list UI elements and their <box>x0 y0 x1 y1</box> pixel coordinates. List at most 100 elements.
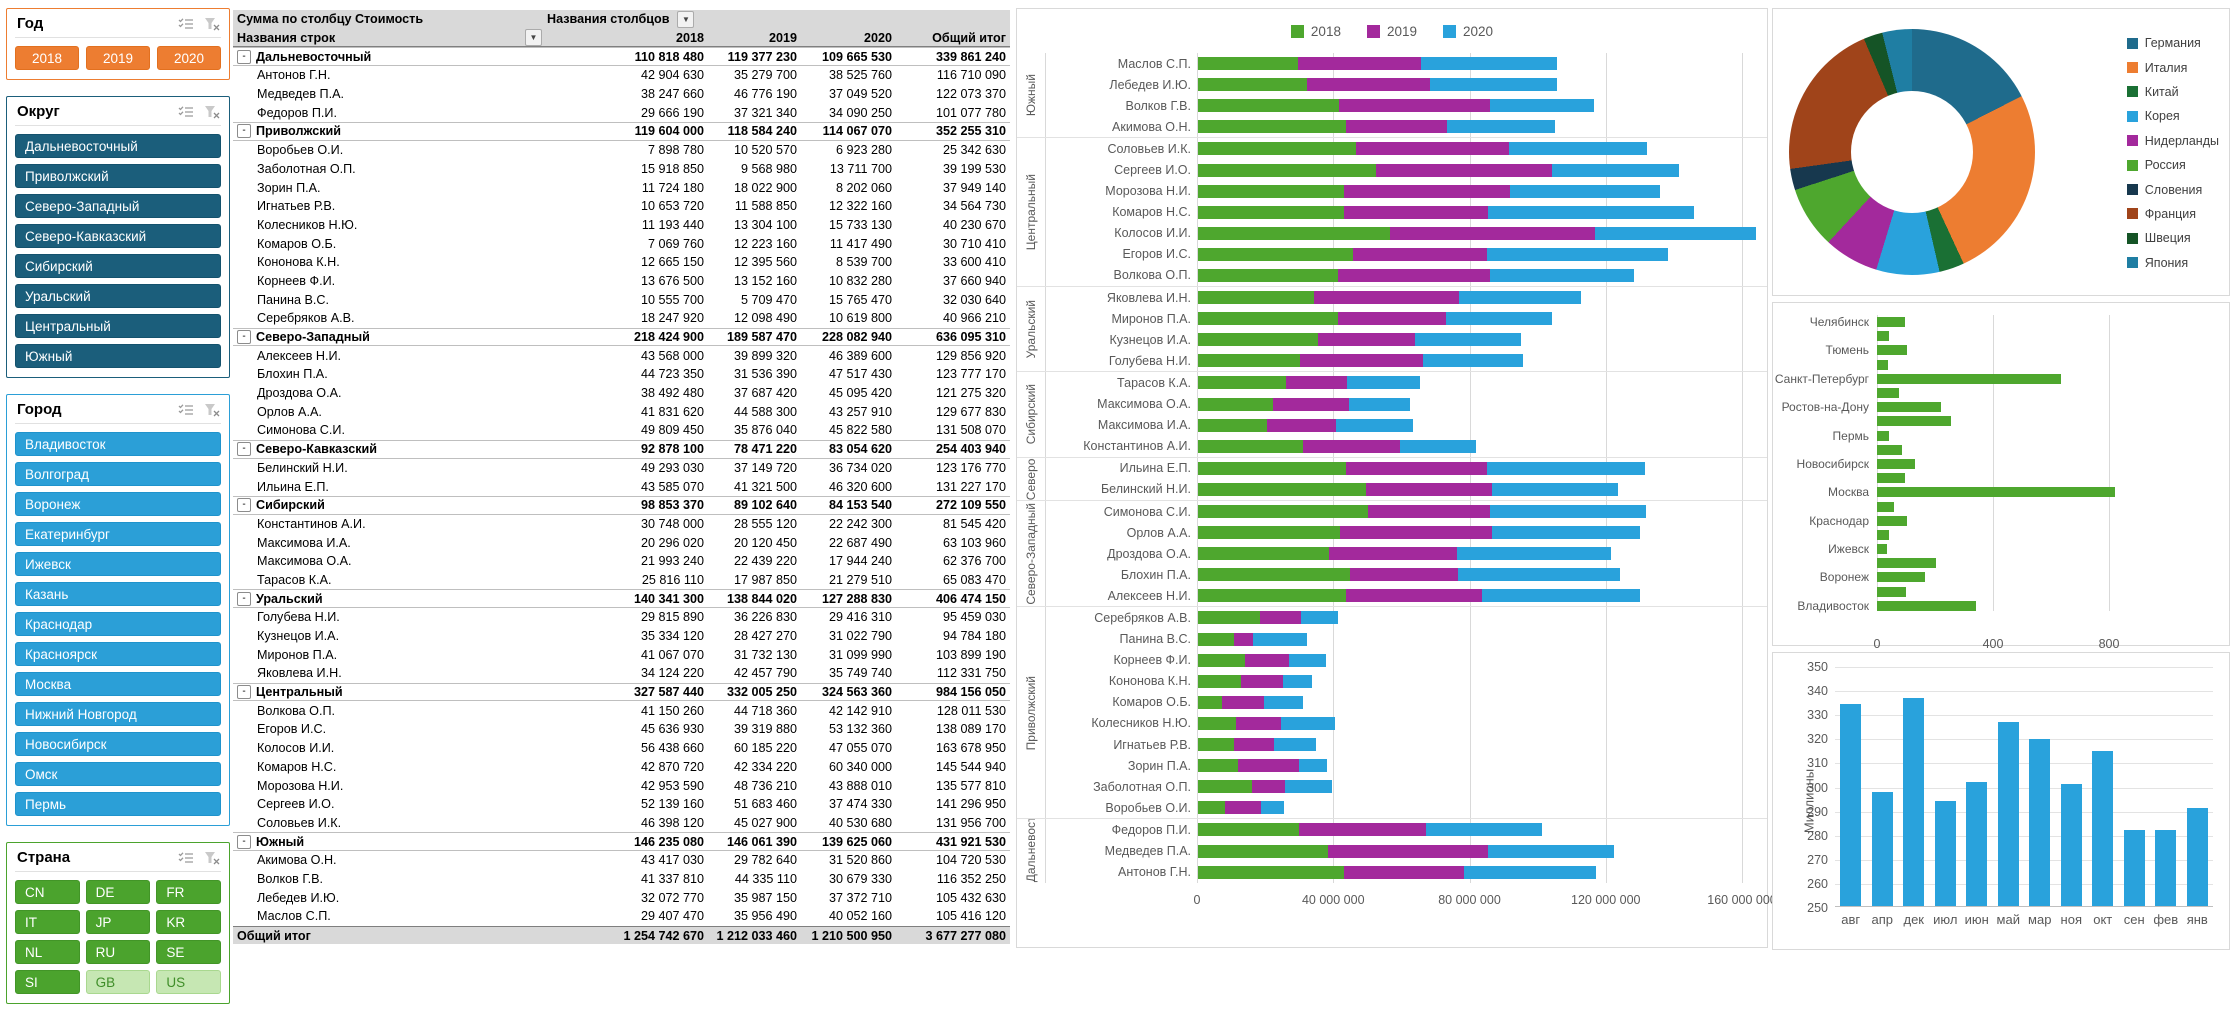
collapse-icon[interactable]: - <box>237 591 251 606</box>
collapse-icon[interactable]: - <box>237 498 251 513</box>
pivot-row: Воробьев О.И. 7 898 780 10 520 570 6 923 28… <box>233 141 1010 160</box>
y-axis-tick-label: 270 <box>1807 852 1828 867</box>
pivot-cell: 43 568 000 <box>640 348 704 363</box>
rows-filter-dropdown-icon[interactable]: ▼ <box>525 29 542 47</box>
slicer-district-item[interactable]: Южный <box>15 344 221 368</box>
collapse-icon[interactable]: - <box>237 685 251 700</box>
pivot-cell: 10 520 570 <box>733 143 797 158</box>
multiselect-icon[interactable] <box>177 402 195 417</box>
multiselect-icon[interactable] <box>177 16 195 31</box>
multiselect-icon[interactable] <box>177 850 195 865</box>
slicer-country-item[interactable]: DE <box>85 880 151 904</box>
slicer-city-item[interactable]: Волгоград <box>15 462 221 486</box>
slicer-district-item[interactable]: Дальневосточный <box>15 134 221 158</box>
slicer-city-item[interactable]: Екатеринбург <box>15 522 221 546</box>
slicer-city-item[interactable]: Владивосток <box>15 432 221 456</box>
clear-filter-icon[interactable] <box>203 402 221 417</box>
slicer-country-item[interactable]: SE <box>156 940 221 964</box>
pivot-cell: 45 822 580 <box>828 423 892 438</box>
pivot-row: - Северо-Кавказский 92 878 100 78 471 220 83… <box>233 439 1010 459</box>
pivot-row-label: - Сибирский <box>233 498 545 513</box>
pivot-cell: 109 665 530 <box>821 49 892 64</box>
months-chart-plot: 350 340 330 320 310 300 290 280 270 260 250 авг апр д… <box>1807 660 2213 927</box>
clear-filter-icon[interactable] <box>203 850 221 865</box>
month-bar <box>1871 791 1893 906</box>
pivot-cell: 37 149 720 <box>733 460 797 475</box>
slicer-city-item[interactable]: Москва <box>15 672 221 696</box>
collapse-icon[interactable]: - <box>237 442 251 457</box>
slicer-year-item[interactable]: 2020 <box>157 46 221 70</box>
slicer-city-item[interactable]: Казань <box>15 582 221 606</box>
slicer-country-item[interactable]: CN <box>15 880 80 904</box>
bar-segment-2018 <box>1198 205 1345 219</box>
person-bar-row: Комаров Н.С. <box>1046 202 1767 223</box>
slicer-year-item[interactable]: 2018 <box>15 46 79 70</box>
slicer-country-item[interactable]: KR <box>156 910 221 934</box>
slicer-country-item[interactable]: US <box>156 970 221 994</box>
pivot-cell: 41 150 260 <box>640 703 704 718</box>
columns-filter-dropdown-icon[interactable]: ▼ <box>677 10 695 28</box>
month-bar <box>1934 801 1956 906</box>
slicer-year-item[interactable]: 2019 <box>86 46 150 70</box>
stacked-bar <box>1198 674 1313 688</box>
slicer-city-item[interactable]: Нижний Новгород <box>15 702 221 726</box>
donut-legend-item: Япония <box>2126 251 2219 275</box>
pivot-cell: 119 604 000 <box>634 124 704 139</box>
slicer-city-item[interactable]: Омск <box>15 762 221 786</box>
bar-segment-2018 <box>1198 526 1341 540</box>
slicer-district-item[interactable]: Северо-Кавказский <box>15 224 221 248</box>
slicer-country-item[interactable]: RU <box>85 940 151 964</box>
pivot-row-label: - Дальневосточный <box>233 49 545 64</box>
slicer-city-item[interactable]: Новосибирск <box>15 732 221 756</box>
slicer-city-item[interactable]: Краснодар <box>15 612 221 636</box>
pivot-cell: 47 517 430 <box>828 367 892 382</box>
month-slot: июл <box>1933 667 1957 927</box>
pivot-cell: 29 815 890 <box>640 610 704 625</box>
pivot-body: - Дальневосточный 110 818 480 119 377 230 10… <box>233 47 1010 945</box>
slicer-city-item[interactable]: Красноярск <box>15 642 221 666</box>
slicer-district-item[interactable]: Северо-Западный <box>15 194 221 218</box>
city-bar-row <box>1773 329 2215 343</box>
slicer-district-title: Округ <box>17 103 60 120</box>
slicer-country-item[interactable]: IT <box>15 910 80 934</box>
bar-segment-2018 <box>1198 589 1347 603</box>
pivot-cell: 40 052 160 <box>828 909 892 924</box>
slicer-country-item[interactable]: FR <box>156 880 221 904</box>
clear-filter-icon[interactable] <box>203 16 221 31</box>
slicer-district-item[interactable]: Уральский <box>15 284 221 308</box>
person-name-label: Егоров И.С. <box>1122 247 1191 262</box>
x-axis-tick-label: 40 000 000 <box>1301 892 1365 907</box>
city-bar <box>1877 359 1889 370</box>
slicer-district-item[interactable]: Приволжский <box>15 164 221 188</box>
slicer-country-item[interactable]: JP <box>85 910 151 934</box>
pivot-cell: 129 856 920 <box>935 348 1006 363</box>
person-name-label: Миронов П.А. <box>1111 311 1191 326</box>
collapse-icon[interactable]: - <box>237 49 251 64</box>
slicer-city-item[interactable]: Воронеж <box>15 492 221 516</box>
month-bar <box>2060 784 2082 906</box>
slicer-country-item[interactable]: GB <box>85 970 151 994</box>
city-bar-row: Воронеж <box>1773 570 2215 584</box>
slicer-country-item[interactable]: SI <box>15 970 80 994</box>
chart-group: Сибирский Тарасов К.А. Максимова О.А. Макси… <box>1017 371 1767 457</box>
slicer-district-item[interactable]: Центральный <box>15 314 221 338</box>
slicer-country-item[interactable]: NL <box>15 940 80 964</box>
pivot-row: Зорин П.А. 11 724 180 18 022 900 8 202 060 3… <box>233 178 1010 197</box>
pivot-cell: 1 210 500 950 <box>811 928 892 943</box>
multiselect-icon[interactable] <box>177 104 195 119</box>
month-label: мар <box>2028 912 2052 927</box>
pivot-col-total: Общий итог <box>932 30 1006 45</box>
pivot-row: Акимова О.Н. 43 417 030 29 782 640 31 520 8… <box>233 851 1010 870</box>
clear-filter-icon[interactable] <box>203 104 221 119</box>
slicer-city-item[interactable]: Ижевск <box>15 552 221 576</box>
bar-segment-2018 <box>1198 759 1238 773</box>
pivot-cell: 37 660 940 <box>942 273 1006 288</box>
collapse-icon[interactable]: - <box>237 330 251 345</box>
month-slot: авг <box>1840 667 1862 927</box>
city-bar-row <box>1773 358 2215 372</box>
slicer-city-item[interactable]: Пермь <box>15 792 221 816</box>
chart-group: Уральский Яковлева И.Н. Миронов П.А. Кузнец… <box>1017 286 1767 372</box>
collapse-icon[interactable]: - <box>237 124 251 139</box>
slicer-district-item[interactable]: Сибирский <box>15 254 221 278</box>
collapse-icon[interactable]: - <box>237 834 251 849</box>
